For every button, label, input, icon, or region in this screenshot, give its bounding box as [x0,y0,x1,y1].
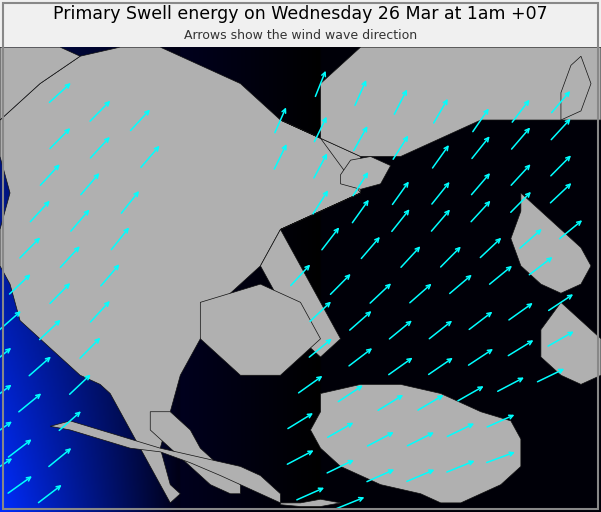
Text: Primary Swell energy on Wednesday 26 Mar at 1am +07: Primary Swell energy on Wednesday 26 Mar… [53,5,548,23]
Polygon shape [541,303,601,385]
Polygon shape [0,47,361,503]
Polygon shape [341,157,391,189]
Polygon shape [281,499,341,506]
Text: Arrows show the wind wave direction: Arrows show the wind wave direction [184,29,417,42]
Polygon shape [260,120,361,357]
Polygon shape [200,284,320,375]
Polygon shape [320,47,601,157]
Polygon shape [0,47,80,120]
Polygon shape [50,421,281,503]
Polygon shape [311,385,521,503]
Polygon shape [150,412,240,494]
Polygon shape [511,193,591,293]
Polygon shape [561,56,591,120]
